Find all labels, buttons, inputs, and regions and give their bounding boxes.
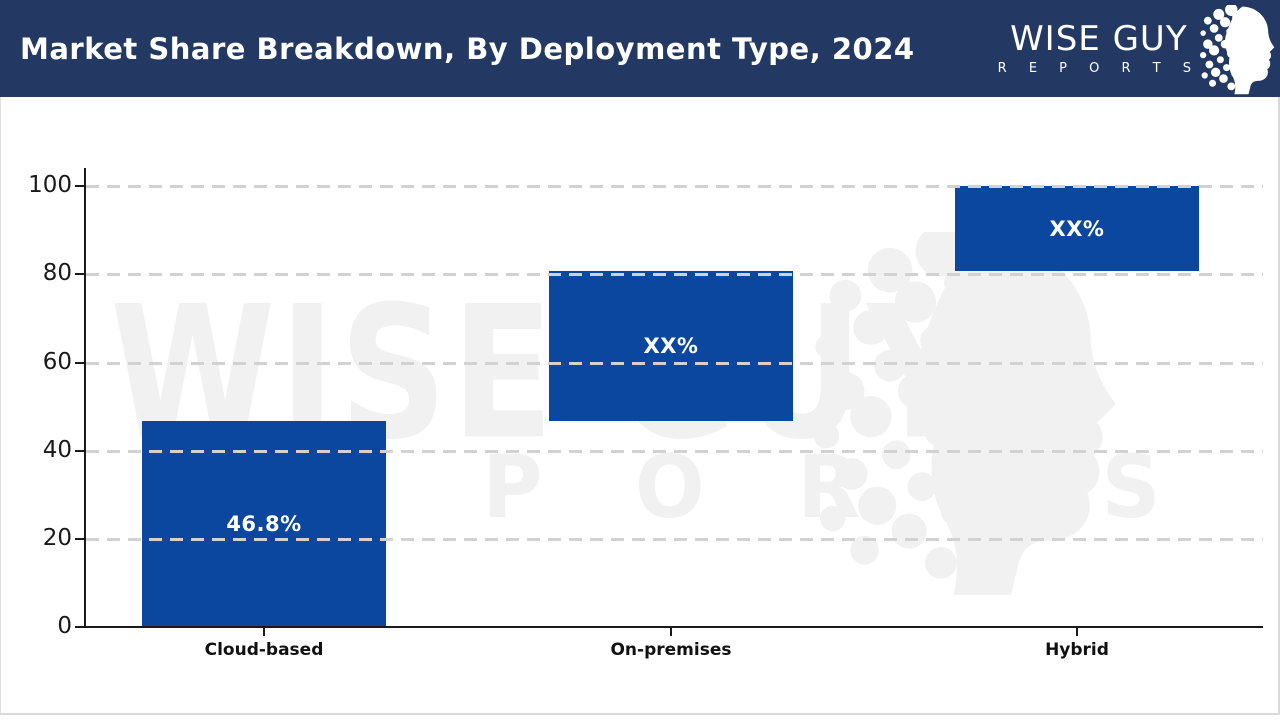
bar-on-premises: XX% [549,270,793,421]
page-title: Market Share Breakdown, By Deployment Ty… [20,31,915,66]
y-tick-mark [75,361,84,364]
bar-value-label: 46.8% [226,511,302,536]
frame-right-border [1278,97,1280,715]
y-tick-mark [75,449,84,452]
x-tick-mark [263,628,265,636]
x-category-label-cloud-based: Cloud-based [204,640,324,660]
y-tick-mark [75,185,84,188]
y-tick-label: 0 [57,612,72,639]
header-bar: Market Share Breakdown, By Deployment Ty… [0,0,1280,97]
gridline-60 [86,361,1263,365]
y-tick-label: 60 [42,348,72,375]
gridline-80 [86,273,1263,277]
gridline-40 [86,449,1263,453]
brand-name: WISE GUY [1010,19,1188,59]
brand-logo-text: WISE GUY R E P O R T S [997,19,1200,76]
y-tick-mark [75,273,84,276]
brand-tagline: R E P O R T S [997,60,1200,76]
y-axis-line [84,168,86,628]
gridline-100 [86,185,1263,189]
bar-value-label: XX% [643,333,699,358]
y-tick-label: 100 [28,172,72,199]
gridline-20 [86,537,1263,541]
x-tick-mark [670,628,672,636]
brand-head-icon [1200,5,1275,95]
frame-bottom-border [0,713,1280,715]
x-category-label-hybrid: Hybrid [1045,640,1109,660]
y-tick-mark [75,626,84,628]
bar-hybrid: XX% [955,186,1199,271]
y-tick-label: 20 [42,524,72,551]
bar-value-label: XX% [1049,216,1105,241]
frame-left-border [0,97,1,715]
y-tick-label: 40 [42,436,72,463]
y-tick-mark [75,537,84,540]
x-axis-line [84,626,1263,628]
x-category-label-on-premises: On-premises [610,640,732,660]
x-tick-mark [1076,628,1078,636]
watermark-head-icon [813,232,1116,595]
y-tick-label: 80 [42,260,72,287]
bar-cloud-based: 46.8% [142,420,386,627]
